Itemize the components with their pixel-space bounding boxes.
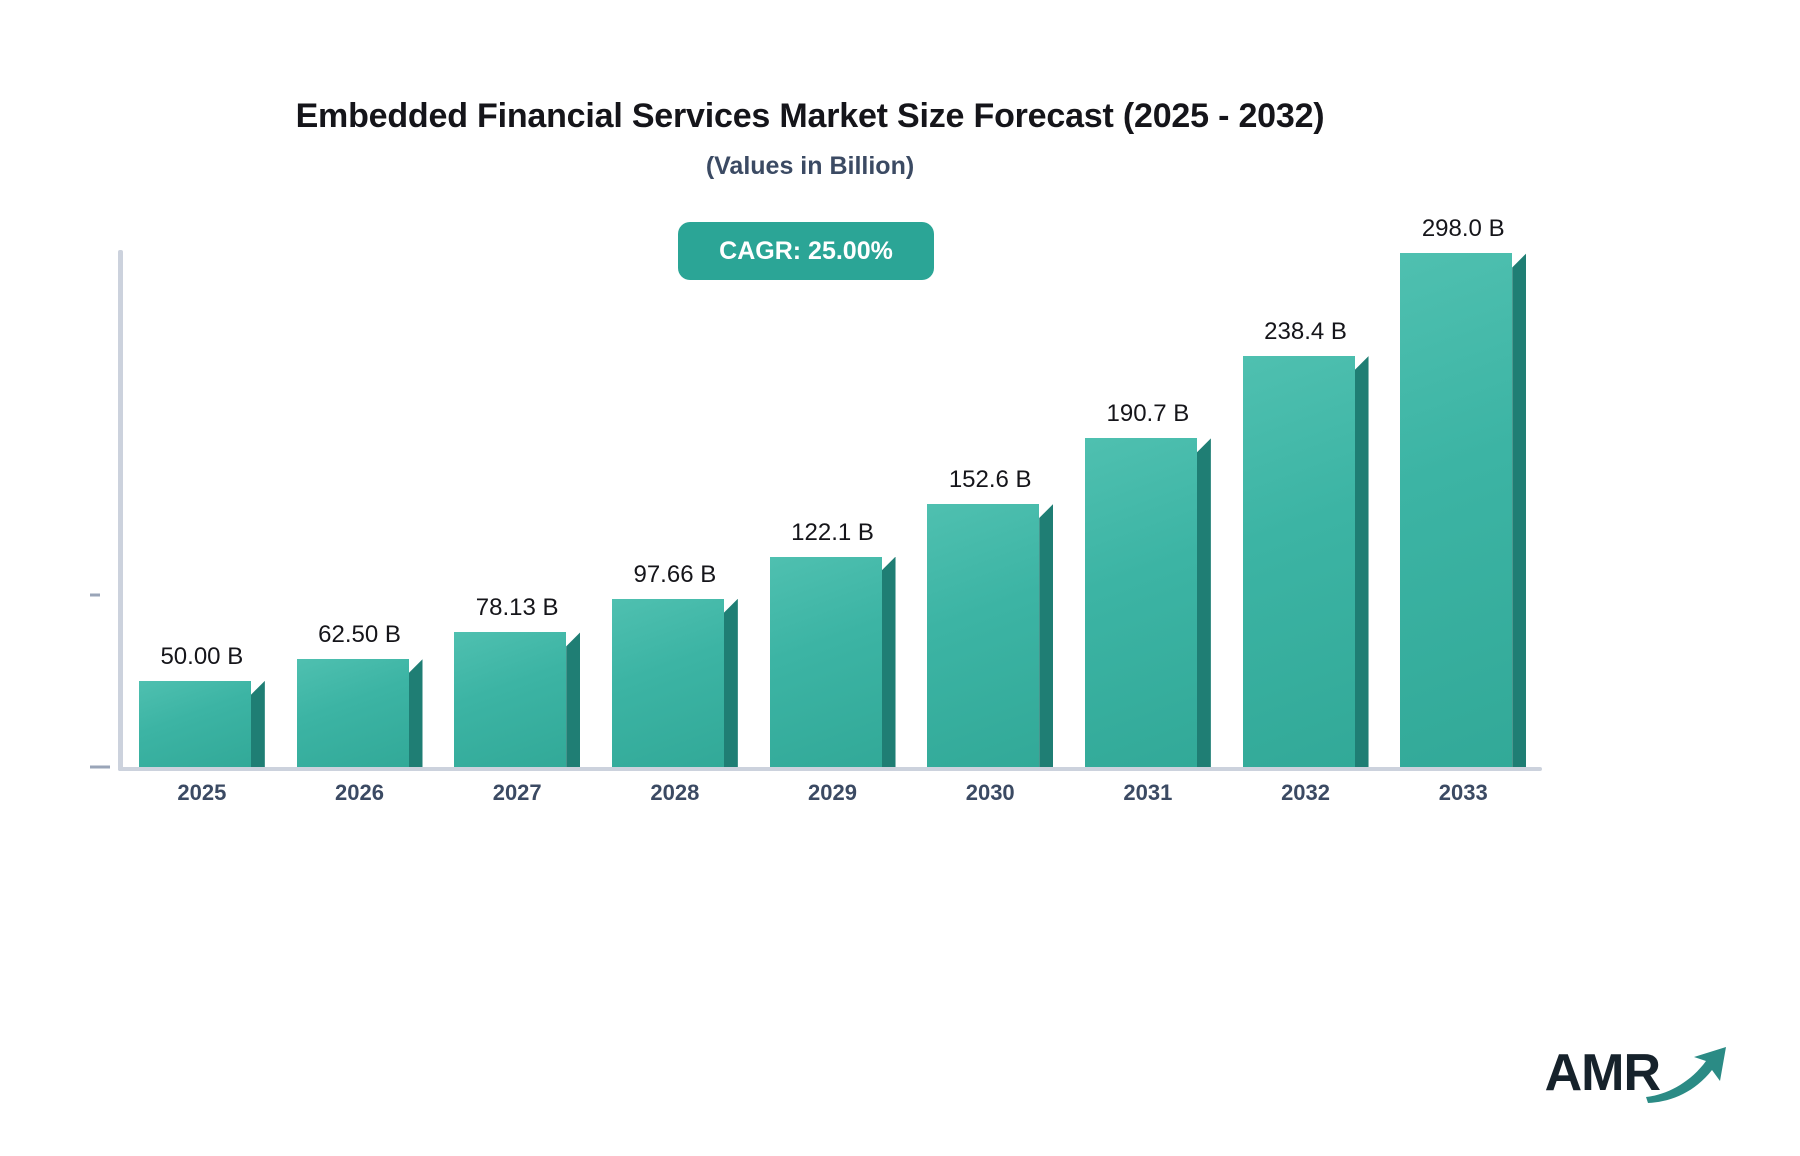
bar-value-label: 97.66 B [633,560,717,588]
bar-side-face [723,598,738,767]
bar-value-label: 50.00 B [160,642,244,670]
bar-slot: 298.0 B [1384,215,1542,767]
bar-side-face [1196,438,1211,767]
bar-column[interactable]: 97.66 B [611,561,738,767]
bar-value-label: 190.7 B [1106,400,1190,428]
y-axis-tick-mark [90,765,110,769]
y-axis-line [118,250,123,771]
x-axis-tick-label: 2027 [492,780,542,805]
logo-text: AMR [1544,1044,1661,1102]
bar-slot: 97.66 B [596,250,754,767]
bar-side-face [408,659,423,767]
y-axis-tick-mark [90,593,100,597]
bar-side-face [1512,253,1527,767]
bar-column[interactable]: 50.00 B [138,643,265,767]
page-title: Embedded Financial Services Market Size … [295,97,1325,135]
amr-logo: AMR [1545,1038,1730,1108]
bar-series: 50.00 B 62.50 B 78.13 B 97.66 B 122.1 B 152.6… [123,215,1542,767]
bar-column[interactable]: 238.4 B [1242,318,1369,767]
bar-side-face [1039,504,1054,767]
bar-column[interactable]: 78.13 B [454,594,581,767]
plot-area: 50.00 B 62.50 B 78.13 B 97.66 B 122.1 B 152.6… [118,215,1542,771]
bar-value-label: 78.13 B [475,594,559,622]
cagr-badge: CAGR: 25.00% [678,222,934,280]
bar-face[interactable] [1084,438,1197,767]
bar-slot: 50.00 B [123,250,281,767]
bar-value-label: 62.50 B [318,621,401,649]
bar-side-face [250,680,265,767]
bar-side-face [881,556,896,767]
bar-value-label: 122.1 B [791,518,874,546]
bar-face[interactable] [611,598,724,767]
bar-slot: 78.13 B [438,250,596,767]
bar-value-label: 298.0 B [1421,215,1505,243]
bar-face[interactable] [927,504,1040,767]
x-axis-line [118,767,1542,771]
chart-subtitle: (Values in Billion) [705,151,915,180]
bar-side-face [1354,356,1369,767]
x-axis-tick-label: 2032 [1281,780,1331,805]
bar-slot: 122.1 B [754,250,912,767]
bar-column[interactable]: 298.0 B [1400,215,1527,767]
bar-column[interactable]: 152.6 B [927,466,1054,767]
bar-column[interactable]: 122.1 B [769,519,896,767]
x-axis-tick-label: 2029 [808,780,857,805]
bar-column[interactable]: 190.7 B [1084,400,1211,767]
bar-slot: 190.7 B [1069,250,1227,767]
bar-slot: 238.4 B [1227,250,1385,767]
bar-face[interactable] [769,556,882,767]
bar-face[interactable] [138,680,251,767]
x-axis-tick-label: 2028 [650,780,700,805]
bar-value-label: 238.4 B [1264,318,1347,346]
x-axis-tick-label: 2031 [1123,780,1173,805]
bar-slot: 152.6 B [911,250,1069,767]
x-axis-tick-label: 2026 [335,780,384,805]
bar-face[interactable] [1242,356,1355,767]
x-axis-tick-label: 2030 [965,780,1015,805]
bar-value-label: 152.6 B [948,466,1032,494]
x-axis-tick-label: 2025 [177,780,227,805]
bar-side-face [566,632,581,767]
bar-face[interactable] [296,659,409,767]
x-axis-tick-label: 2033 [1438,780,1488,805]
bar-face[interactable] [454,632,567,767]
bar-face[interactable] [1400,253,1513,767]
growth-arrow-icon [1644,1045,1730,1110]
title-block: Embedded Financial Services Market Size … [0,96,1620,181]
bar-column[interactable]: 62.50 B [296,621,423,767]
x-axis-labels: 2025 2026 2027 2028 2029 2030 2031 2032 2033 [123,780,1542,806]
bar-slot: 62.50 B [281,250,439,767]
